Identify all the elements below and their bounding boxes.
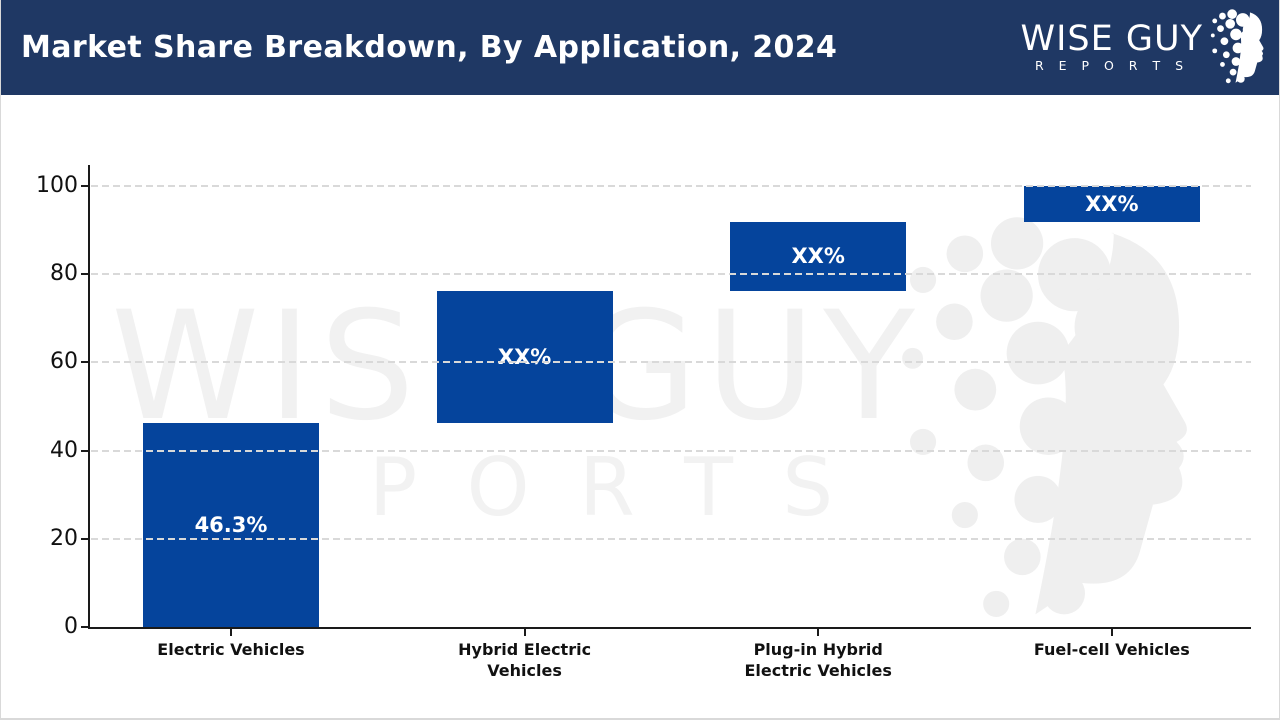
- x-tick-mark: [523, 629, 526, 636]
- brand-logo-text: WISE GUY R E P O R T S: [1020, 21, 1203, 73]
- y-tick-label: 40: [50, 437, 78, 463]
- bar-segment: XX%: [1023, 186, 1200, 222]
- y-tick-mark: [81, 449, 89, 452]
- bar-value-label: XX%: [497, 344, 552, 369]
- y-tick-mark: [81, 361, 89, 364]
- y-tick-mark: [81, 537, 89, 540]
- x-category-label: Plug-in Hybrid Electric Vehicles: [744, 640, 892, 680]
- gridline-20: [91, 537, 1251, 540]
- y-tick-mark: [81, 273, 89, 276]
- watermark-subtitle: P O R T S: [369, 441, 846, 534]
- brand-logo-subtitle: R E P O R T S: [1034, 58, 1189, 73]
- bar-segment: 46.3%: [143, 422, 319, 627]
- x-axis-line: [88, 627, 1251, 629]
- y-tick-label: 0: [64, 614, 78, 639]
- y-tick-label: 100: [36, 173, 78, 198]
- brand-logo-wordmark: WISE GUY: [1020, 19, 1203, 59]
- brand-logo: WISE GUY R E P O R T S: [1020, 8, 1265, 86]
- bar-segment: XX%: [436, 290, 613, 423]
- x-category-label: Hybrid Electric Vehicles: [458, 640, 592, 680]
- page-title: Market Share Breakdown, By Application, …: [21, 30, 838, 65]
- gridline-40: [91, 449, 1251, 452]
- x-tick-mark: [1110, 629, 1113, 636]
- x-tick-mark: [817, 629, 820, 636]
- y-tick-label: 20: [50, 525, 78, 551]
- x-category-label: Electric Vehicles: [157, 640, 305, 659]
- gridline-60: [91, 361, 1251, 364]
- y-tick-label: 60: [50, 349, 78, 375]
- bar-value-label: XX%: [1085, 191, 1139, 216]
- gridline-100: [91, 185, 1251, 187]
- gridline-80: [91, 273, 1251, 276]
- y-tick-label: 80: [50, 261, 78, 287]
- y-tick-mark: [81, 626, 89, 628]
- bar-value-label: XX%: [791, 244, 845, 269]
- y-axis-line: [88, 165, 90, 629]
- watermark-head-icon: [902, 217, 1187, 617]
- x-category-label: Fuel-cell Vehicles: [1033, 640, 1190, 659]
- y-tick-mark: [81, 185, 89, 187]
- header-band: Market Share Breakdown, By Application, …: [1, 0, 1279, 95]
- dotted-head-logo-icon: [1210, 9, 1264, 84]
- x-tick-mark: [230, 629, 232, 636]
- bar-segment: XX%: [730, 221, 907, 291]
- bar-value-label: 46.3%: [194, 512, 268, 537]
